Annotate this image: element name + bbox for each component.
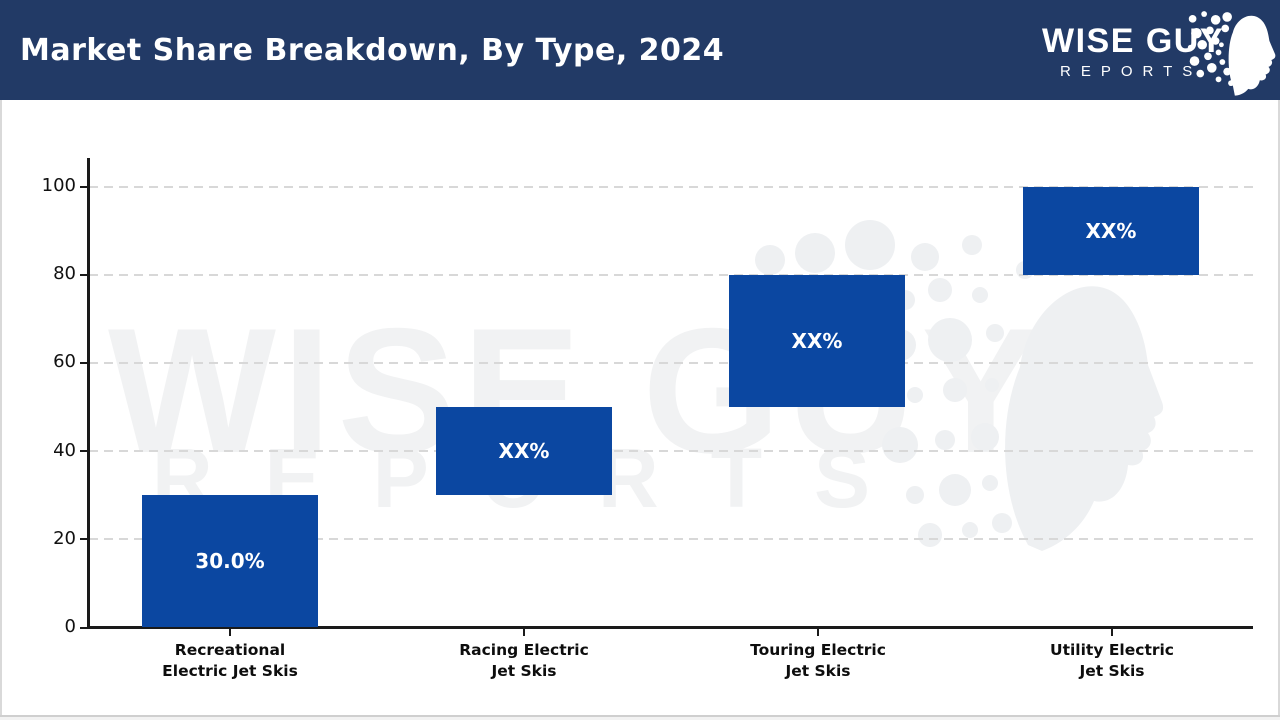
x-axis-label-line: Touring Electric (750, 641, 886, 659)
logo-wordmark: WISE GUY (1042, 22, 1225, 60)
gridline-60 (89, 361, 1253, 364)
background-head-dots-watermark (755, 220, 1164, 551)
x-axis-spine (87, 626, 1253, 629)
y-tick-mark-60 (80, 361, 87, 364)
y-tick-label-60: 60 (53, 351, 76, 372)
figure-right-border (1278, 100, 1280, 716)
bar-value-label: XX% (791, 328, 843, 353)
x-axis-label-line: Racing Electric (459, 641, 589, 659)
wise-guy-reports-logo: WISE GUY REPORTS (1030, 0, 1280, 100)
x-axis-label-utility: Utility Electric Jet Skis (992, 640, 1232, 682)
bar-value-label: XX% (498, 439, 550, 464)
gridline-40 (89, 450, 1253, 453)
bar-value-label: 30.0% (195, 549, 265, 574)
x-axis-label-line: Jet Skis (491, 662, 557, 680)
x-tick-mark-3 (817, 628, 819, 636)
gridline-80 (89, 273, 1253, 276)
chart-title: Market Share Breakdown, By Type, 2024 (20, 33, 725, 68)
y-tick-label-20: 20 (53, 528, 76, 549)
y-axis-spine (87, 158, 90, 628)
y-tick-label-80: 80 (53, 263, 76, 284)
x-axis-label-racing: Racing Electric Jet Skis (404, 640, 644, 682)
y-tick-label-40: 40 (53, 440, 76, 461)
x-axis-label-line: Electric Jet Skis (162, 662, 298, 680)
y-tick-mark-0 (80, 626, 87, 629)
y-tick-mark-20 (80, 538, 87, 541)
figure-bottom-strip (0, 717, 1280, 720)
x-tick-mark-2 (523, 628, 525, 636)
y-tick-label-0: 0 (64, 616, 76, 637)
gridline-100 (89, 185, 1253, 188)
gridline-20 (89, 538, 1253, 541)
bar-value-label: XX% (1085, 218, 1137, 243)
y-tick-mark-40 (80, 450, 87, 453)
bar-recreational-electric-jet-skis: 30.0% (142, 495, 318, 628)
x-axis-label-line: Recreational (174, 641, 286, 659)
y-tick-label-100: 100 (41, 175, 76, 196)
x-axis-label-recreational: Recreational Electric Jet Skis (110, 640, 350, 682)
x-axis-label-line: Jet Skis (785, 662, 851, 680)
y-tick-mark-80 (80, 273, 87, 276)
y-tick-mark-100 (80, 185, 87, 188)
figure-bottom-border (0, 715, 1280, 717)
x-axis-label-line: Jet Skis (1079, 662, 1145, 680)
x-tick-mark-1 (229, 628, 231, 636)
bar-racing-electric-jet-skis: XX% (436, 407, 612, 496)
bar-utility-electric-jet-skis: XX% (1023, 186, 1199, 275)
x-axis-label-line: Utility Electric (1050, 641, 1174, 659)
x-tick-mark-4 (1111, 628, 1113, 636)
figure-left-border (0, 100, 2, 716)
bar-touring-electric-jet-skis: XX% (729, 274, 905, 408)
logo-subtext: REPORTS (1060, 63, 1203, 80)
logo-head-dots-icon (1187, 11, 1276, 96)
header-bar: Market Share Breakdown, By Type, 2024 WI… (0, 0, 1280, 100)
x-axis-label-touring: Touring Electric Jet Skis (698, 640, 938, 682)
